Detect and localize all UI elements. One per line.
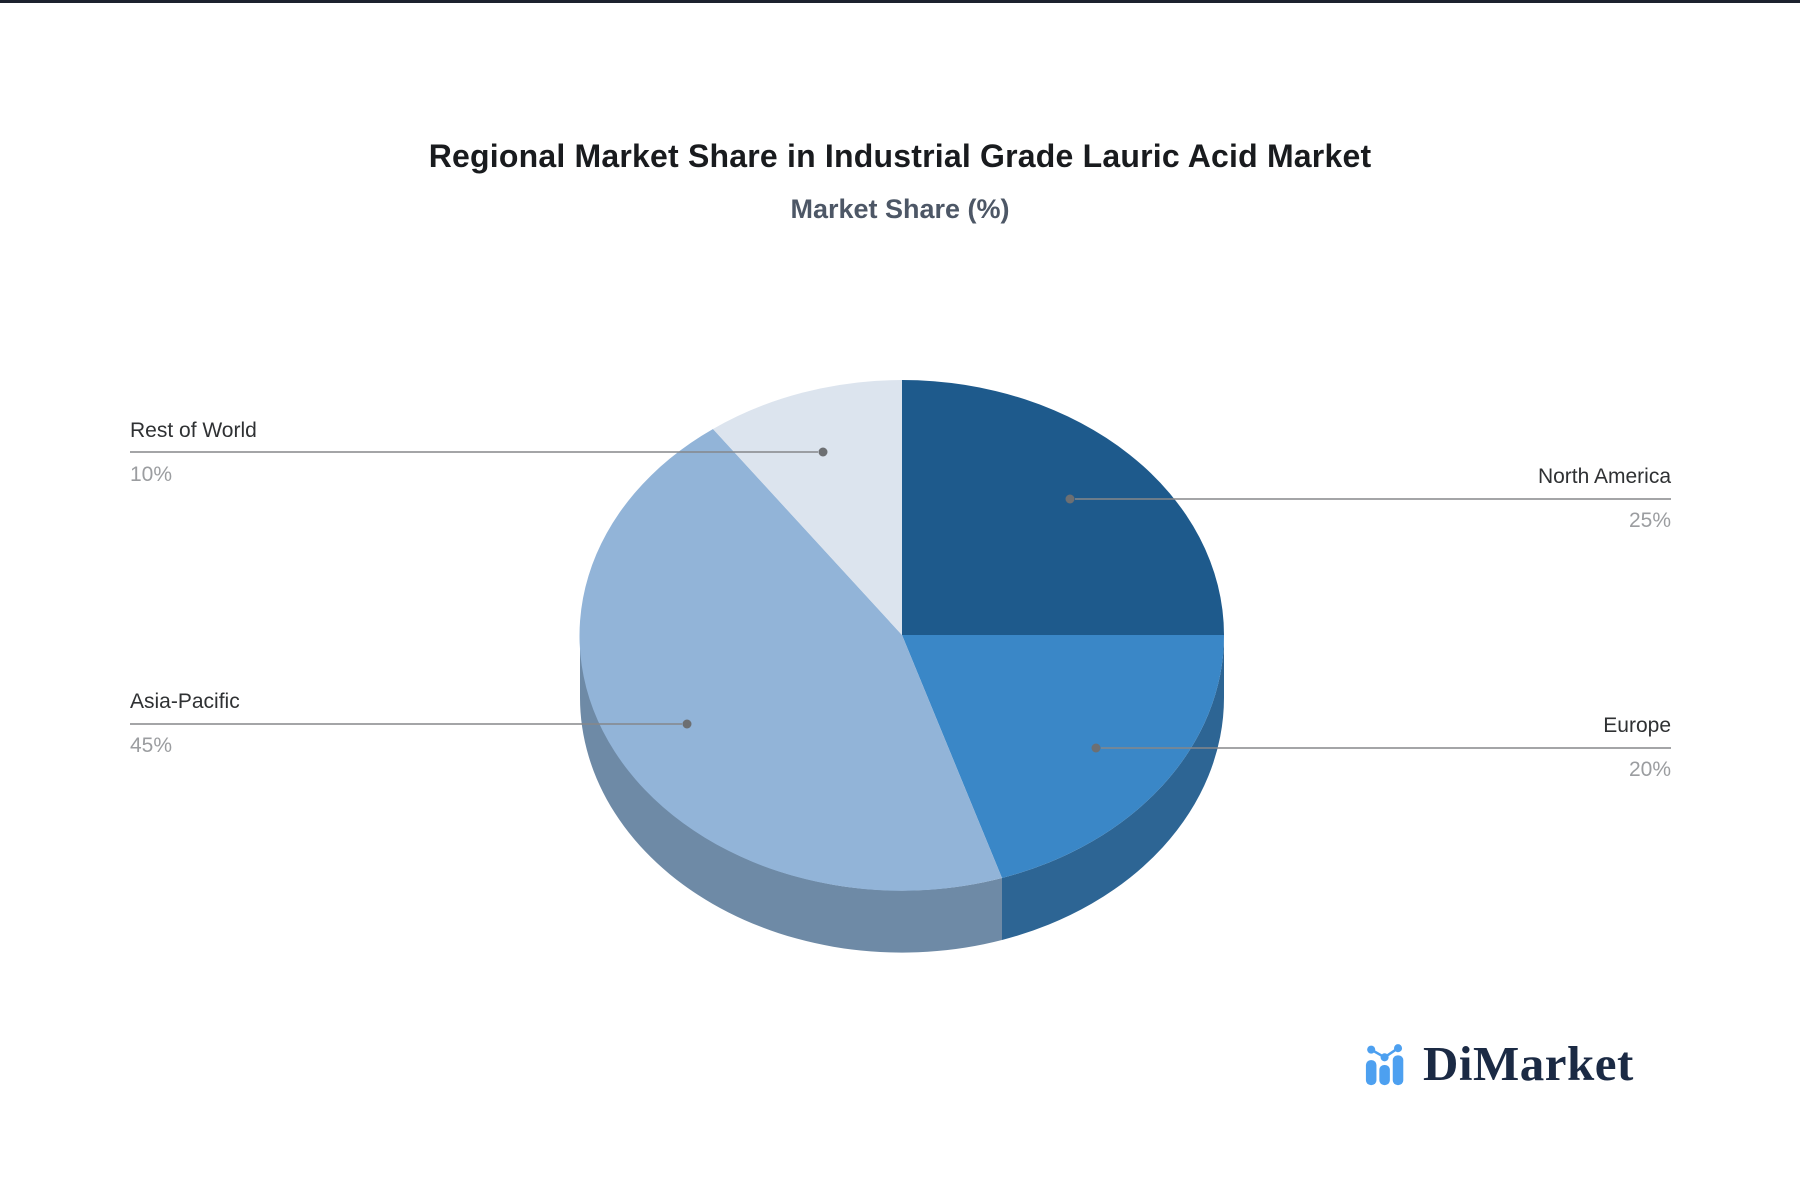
callout-dot-north-america [1065, 494, 1075, 504]
slice-value-north-america: 25% [1628, 509, 1671, 532]
pie-slice-asia-pacific[interactable] [579, 429, 1002, 891]
trend-dot-3 [1393, 1044, 1403, 1053]
slice-value-europe: 20% [1628, 758, 1671, 781]
logo[interactable]: DiMarket [1364, 1036, 1634, 1091]
slice-label-asia-pacific: Asia-Pacific [130, 690, 240, 713]
logo-text: DiMarket [1423, 1036, 1634, 1091]
slice-value-asia-pacific: 45% [130, 734, 173, 757]
pie-slice-rest-of-world[interactable] [713, 380, 902, 635]
chart-subtitle: Market Share (%) [790, 194, 1010, 224]
slice-value-rest-of-world: 10% [130, 463, 173, 486]
callout-connectors [130, 447, 1671, 753]
bar-chart-trendline-icon [1365, 1044, 1404, 1086]
slice-label-europe: Europe [1603, 714, 1671, 737]
callout-north-america: North America 25% [1538, 464, 1671, 534]
callout-rest-of-world: Rest of World 10% [130, 418, 257, 488]
chart-title: Regional Market Share in Industrial Grad… [428, 138, 1372, 174]
trend-dot-2 [1380, 1053, 1389, 1062]
callout-dot-asia-pacific [682, 719, 692, 729]
trend-dot-1 [1367, 1045, 1376, 1054]
slice-label-north-america: North America [1537, 465, 1671, 488]
callout-asia-pacific: Asia-Pacific 45% [130, 689, 240, 759]
slice-label-rest-of-world: Rest of World [130, 419, 257, 442]
pie-side-asia-pacific [579, 635, 1002, 953]
logo-bar-1 [1365, 1060, 1377, 1086]
window-top-edge [0, 0, 1800, 3]
callout-europe: Europe 20% [1603, 713, 1671, 783]
logo-bar-2 [1379, 1064, 1390, 1086]
callout-dot-europe [1091, 743, 1101, 753]
pie-slice-europe[interactable] [902, 635, 1225, 878]
pie-side-europe [1002, 635, 1225, 940]
pie-slice-north-america[interactable] [902, 380, 1224, 635]
logo-bar-3 [1392, 1055, 1404, 1086]
callout-dot-rest-of-world [818, 447, 828, 457]
